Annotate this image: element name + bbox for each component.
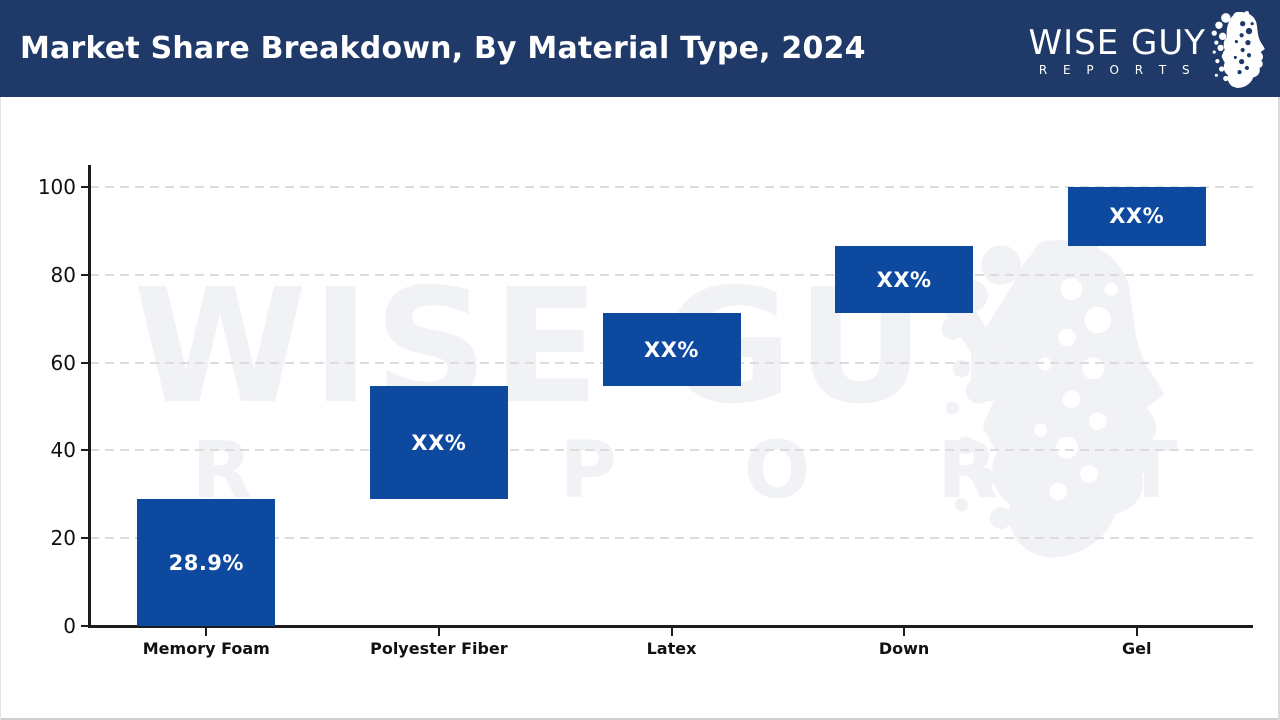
x-axis-category-label: Down [878,639,930,658]
gridline-100 [90,186,1253,188]
x-axis-tick-3 [903,628,906,636]
bar-value-label: 28.9% [168,550,244,575]
left-border-line [0,97,1,720]
y-axis-tick-80 [81,273,90,276]
bar-polyester-fiber: XX% [369,385,508,500]
bar-value-label: XX% [644,337,699,362]
wiseguy-face-icon [1211,10,1265,88]
x-axis-category-label: Gel [1121,639,1152,658]
wiseguy-logo: WISE GUY R E P O R T S [1028,8,1268,90]
gridline-80 [90,273,1253,276]
x-axis-category-label: Memory Foam [142,639,270,658]
bar-value-label: XX% [1109,204,1165,229]
gridline-20 [90,537,1253,540]
x-axis-line [88,625,1253,628]
y-axis-label-0: 0 [63,614,76,638]
header-bar: Market Share Breakdown, By Material Type… [0,0,1280,97]
y-axis-label-100: 100 [37,175,76,199]
bar-value-label: XX% [876,267,932,292]
y-axis-label-60: 60 [50,350,76,375]
x-axis-tick-1 [437,628,440,636]
logo-wordmark-sub: R E P O R T S [1038,63,1196,77]
gridline-40 [90,449,1253,452]
right-border-line [1278,97,1280,720]
y-axis-tick-0 [81,625,90,627]
bar-latex: XX% [602,313,741,386]
x-axis-category-label: Polyester Fiber [370,639,508,658]
x-axis-category-label: Latex [646,639,697,658]
y-axis-label-20: 20 [50,526,76,551]
y-axis-label-80: 80 [50,262,76,287]
y-axis-tick-60 [81,361,90,364]
plot-area: 0 20 40 60 80 100 28.9% Memory Foam XX% Polyester… [38,165,1253,658]
y-axis-label-40: 40 [50,438,76,463]
y-axis-tick-20 [81,537,90,540]
bar-gel: XX% [1067,187,1206,246]
page-title: Market Share Breakdown, By Material Type… [20,31,866,66]
bar-down: XX% [835,245,974,314]
y-axis-tick-40 [81,449,90,452]
logo-wordmark: WISE GUY R E P O R T S [1028,25,1206,77]
logo-wordmark-main: WISE GUY [1028,23,1206,63]
x-axis-tick-0 [205,628,208,636]
y-axis-tick-100 [81,186,90,188]
x-axis-tick-4 [1135,628,1138,636]
bottom-border-line [0,718,1280,720]
y-axis-line [88,165,91,627]
bar-value-label: XX% [411,430,467,455]
x-axis-tick-2 [670,628,673,636]
bar-memory-foam: 28.9% [137,499,276,626]
